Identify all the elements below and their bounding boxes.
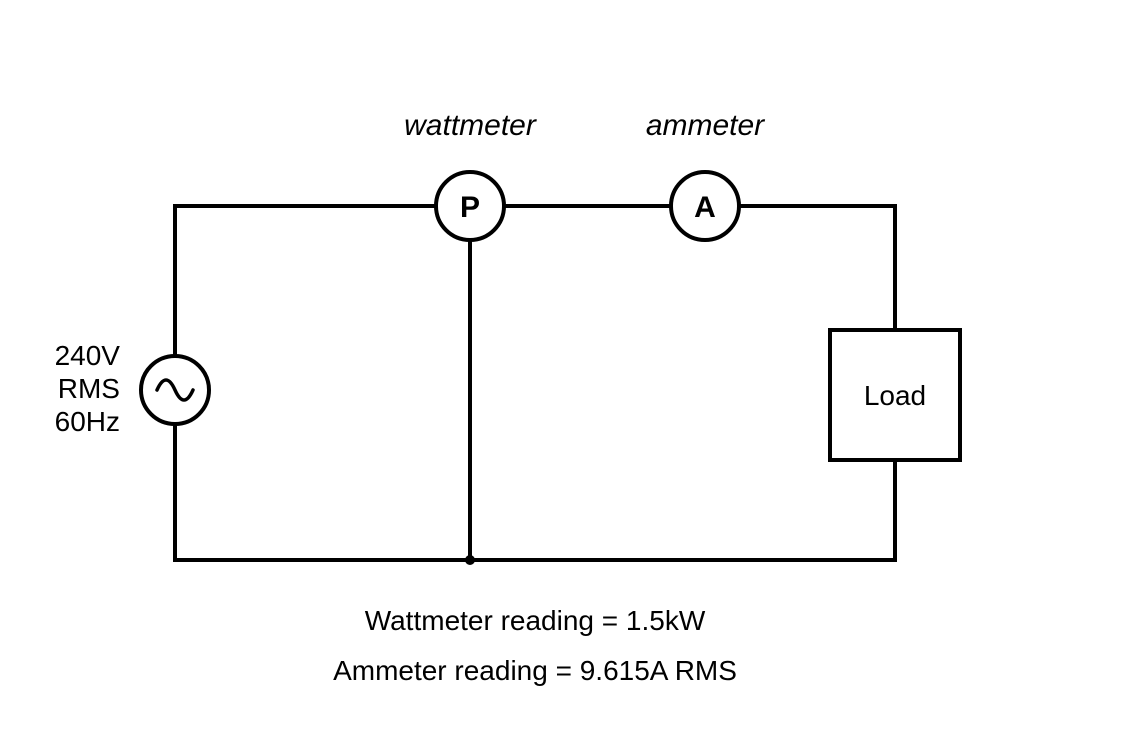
wattmeter: P: [436, 172, 504, 240]
wattmeter-reading-text: Wattmeter reading = 1.5kW: [365, 605, 706, 636]
circuit-wires: [175, 206, 895, 560]
junction-dot: [465, 555, 475, 565]
ammeter-reading-text: Ammeter reading = 9.615A RMS: [333, 655, 737, 686]
source-label-line3: 60Hz: [55, 406, 120, 437]
ammeter: A: [671, 172, 739, 240]
wattmeter-label: wattmeter: [404, 109, 537, 142]
wattmeter-letter: P: [460, 191, 480, 224]
ammeter-letter: A: [694, 191, 716, 224]
load-box: Load: [830, 330, 960, 460]
ammeter-label: ammeter: [646, 109, 765, 142]
source-label-line2: RMS: [58, 373, 120, 404]
source-label-line1: 240V: [55, 340, 121, 371]
ac-source: [141, 356, 209, 424]
load-label: Load: [864, 380, 926, 411]
